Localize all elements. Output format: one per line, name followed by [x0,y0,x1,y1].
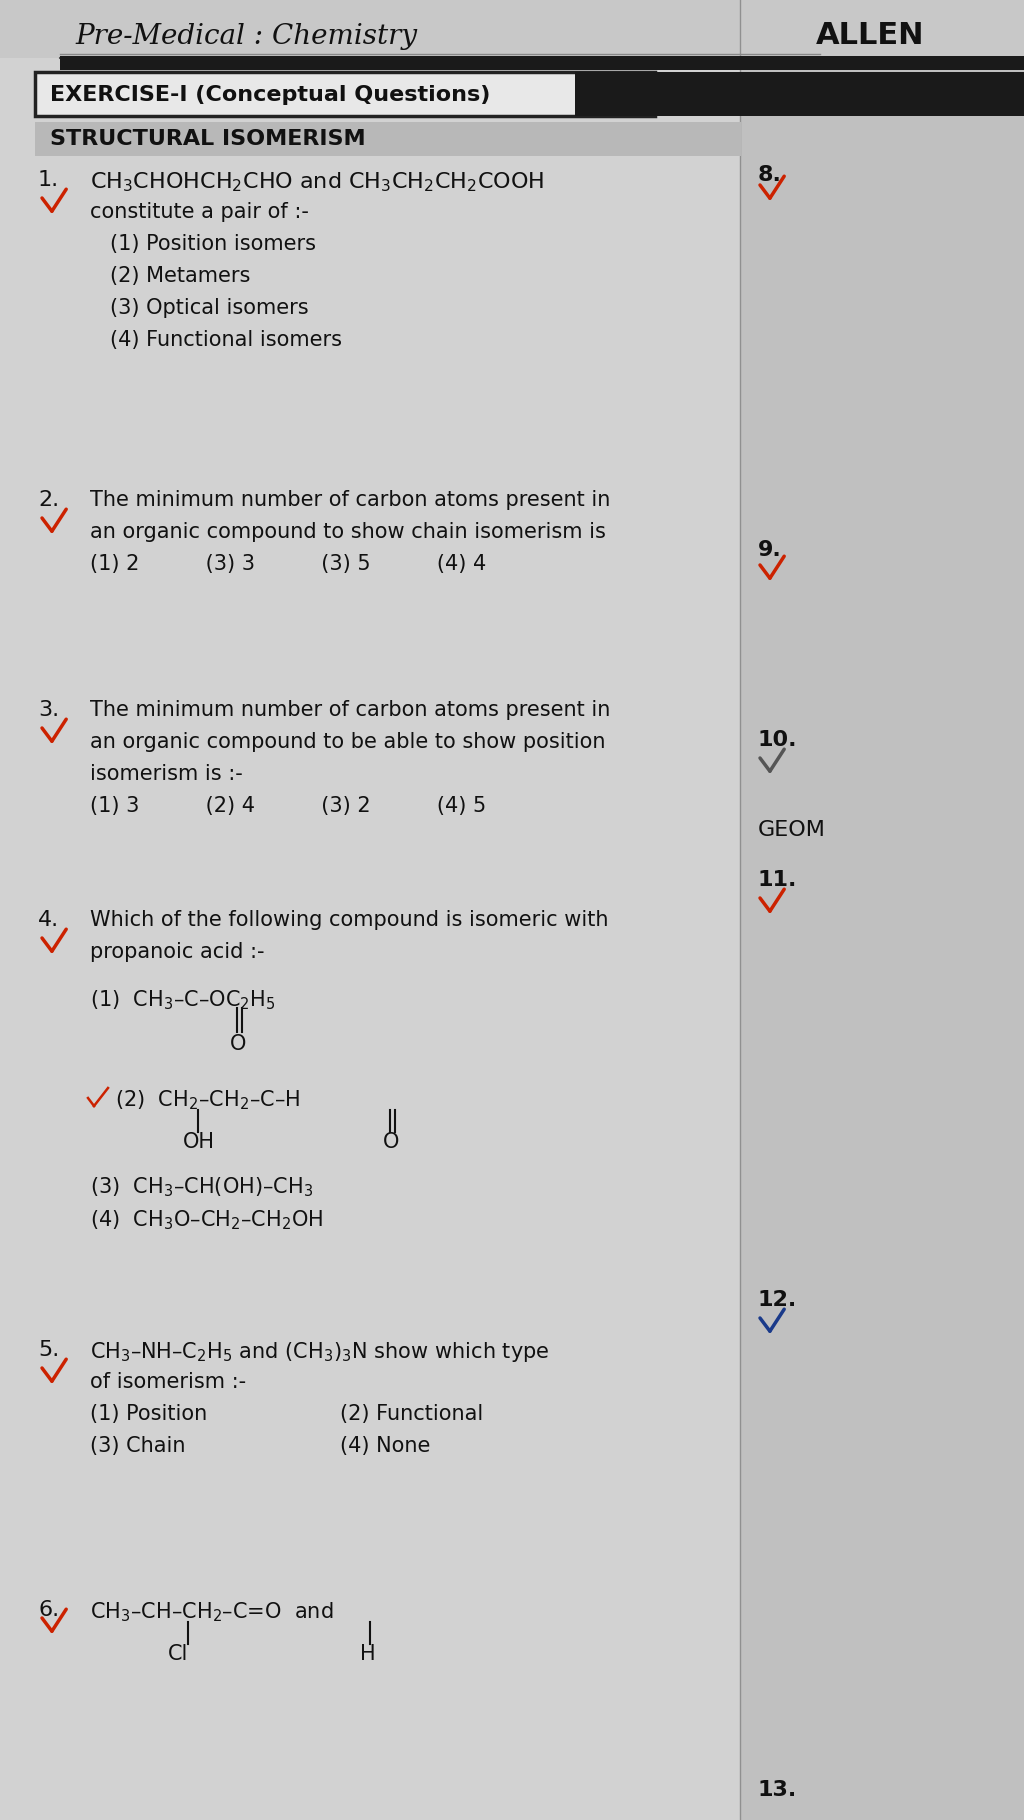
Text: EXERCISE-I (Conceptual Questions): EXERCISE-I (Conceptual Questions) [50,86,490,106]
Text: (1) 2          (3) 3          (3) 5          (4) 4: (1) 2 (3) 3 (3) 5 (4) 4 [90,553,486,573]
Text: (1)  CH$_3$–C–OC$_2$H$_5$: (1) CH$_3$–C–OC$_2$H$_5$ [90,988,275,1012]
Text: (1) 3          (2) 4          (3) 2          (4) 5: (1) 3 (2) 4 (3) 2 (4) 5 [90,795,486,815]
Text: (1) Position: (1) Position [90,1403,207,1423]
Text: 13.: 13. [758,1780,798,1800]
Text: (4)  CH$_3$O–CH$_2$–CH$_2$OH: (4) CH$_3$O–CH$_2$–CH$_2$OH [90,1208,324,1232]
Text: 3.: 3. [38,701,59,721]
Text: an organic compound to be able to show position: an organic compound to be able to show p… [90,732,605,752]
Text: 8.: 8. [758,166,782,186]
Text: Which of the following compound is isomeric with: Which of the following compound is isome… [90,910,608,930]
Bar [820,56,1024,69]
Text: (3) Chain: (3) Chain [90,1436,185,1456]
Text: constitute a pair of :-: constitute a pair of :- [90,202,309,222]
Text: GEOM: GEOM [758,821,826,841]
Text: OH: OH [183,1132,215,1152]
Text: propanoic acid :-: propanoic acid :- [90,943,264,963]
Text: 5.: 5. [38,1340,59,1360]
Text: 6.: 6. [38,1600,59,1620]
Text: STRUCTURAL ISOMERISM: STRUCTURAL ISOMERISM [50,129,366,149]
Text: Pre-Medical : Chemistry: Pre-Medical : Chemistry [75,22,417,49]
Text: (4) Functional isomers: (4) Functional isomers [110,329,342,349]
Text: 2.: 2. [38,490,59,510]
Text: 9.: 9. [758,541,781,561]
Text: O: O [230,1034,247,1054]
Text: 4.: 4. [38,910,59,930]
Text: CH$_3$–CH–CH$_2$–C=O  and: CH$_3$–CH–CH$_2$–C=O and [90,1600,334,1623]
Text: 10.: 10. [758,730,798,750]
Bar [0,0,1024,58]
Bar [740,0,1024,1820]
Text: H: H [360,1643,376,1663]
Bar [575,73,655,116]
Bar [655,73,1024,116]
Text: (1) Position isomers: (1) Position isomers [110,235,316,255]
Text: The minimum number of carbon atoms present in: The minimum number of carbon atoms prese… [90,490,610,510]
Text: (3)  CH$_3$–CH(OH)–CH$_3$: (3) CH$_3$–CH(OH)–CH$_3$ [90,1176,313,1199]
Text: an organic compound to show chain isomerism is: an organic compound to show chain isomer… [90,522,606,542]
Text: The minimum number of carbon atoms present in: The minimum number of carbon atoms prese… [90,701,610,721]
Text: Cl: Cl [168,1643,188,1663]
Text: of isomerism :-: of isomerism :- [90,1372,246,1392]
Text: CH$_3$–NH–C$_2$H$_5$ and (CH$_3$)$_3$N show which type: CH$_3$–NH–C$_2$H$_5$ and (CH$_3$)$_3$N s… [90,1340,550,1363]
Bar [35,73,655,116]
Bar [60,56,820,69]
Text: isomerism is :-: isomerism is :- [90,764,243,784]
Text: 11.: 11. [758,870,798,890]
Text: 12.: 12. [758,1290,798,1310]
Text: (2) Metamers: (2) Metamers [110,266,251,286]
Text: (2)  CH$_2$–CH$_2$–C–H: (2) CH$_2$–CH$_2$–C–H [115,1088,300,1112]
Text: ALLEN: ALLEN [816,22,925,51]
Text: (2) Functional: (2) Functional [340,1403,483,1423]
Text: CH$_3$CHOHCH$_2$CHO and CH$_3$CH$_2$CH$_2$COOH: CH$_3$CHOHCH$_2$CHO and CH$_3$CH$_2$CH$_… [90,169,545,193]
Text: 1.: 1. [38,169,59,189]
Text: (4) None: (4) None [340,1436,430,1456]
Bar [0,0,740,1820]
Bar [35,122,741,157]
Text: O: O [383,1132,399,1152]
Text: (3) Optical isomers: (3) Optical isomers [110,298,308,318]
